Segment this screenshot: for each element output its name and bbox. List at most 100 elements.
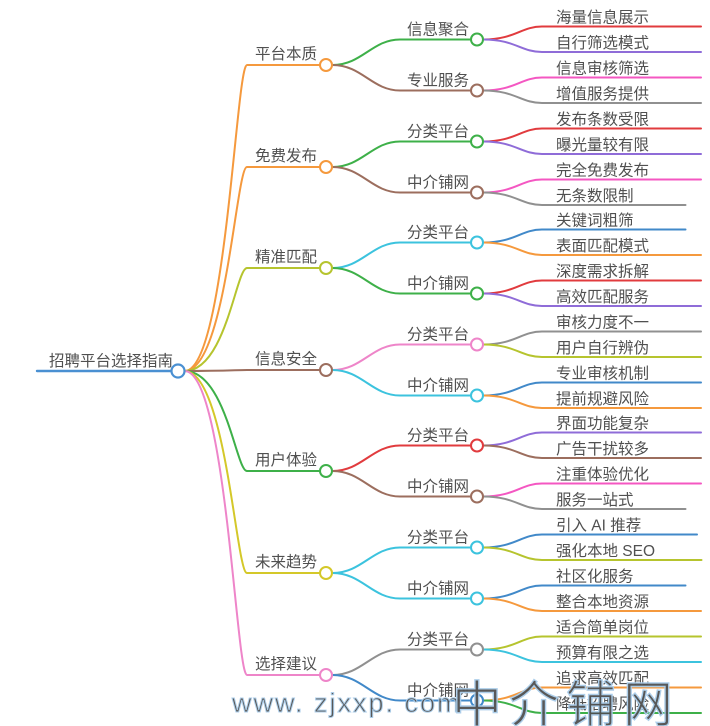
leaf-node-label[interactable]: 高效匹配服务: [556, 288, 649, 306]
leaf-node-label[interactable]: 增值服务提供: [556, 85, 649, 103]
branch-node-label[interactable]: 平台本质: [255, 45, 317, 63]
subbranch-node-circle[interactable]: [470, 388, 484, 403]
subbranch-node-circle[interactable]: [470, 83, 484, 98]
leaf-node-label[interactable]: 表面匹配模式: [556, 237, 649, 255]
branch-node-circle[interactable]: [319, 566, 333, 580]
branch-node-label[interactable]: 免费发布: [255, 147, 317, 165]
leaf-node-label[interactable]: 发布条数受限: [556, 111, 649, 129]
subbranch-node-label[interactable]: 中介铺网: [407, 377, 469, 395]
subbranch-node-label[interactable]: 分类平台: [407, 427, 469, 445]
subbranch-edge: [331, 38, 472, 66]
leaf-edge: [482, 343, 702, 358]
subbranch-node-label[interactable]: 分类平台: [407, 631, 469, 649]
branch-node-circle[interactable]: [319, 58, 333, 72]
subbranch-node-circle[interactable]: [470, 134, 484, 149]
subbranch-node-circle[interactable]: [470, 489, 484, 504]
subbranch-node-label[interactable]: 信息聚合: [407, 21, 470, 39]
subbranch-node-circle[interactable]: [470, 32, 484, 47]
leaf-edge: [482, 292, 702, 307]
leaf-edge: [482, 444, 702, 459]
subbranch-node-circle[interactable]: [470, 642, 484, 657]
leaf-edge: [482, 394, 702, 409]
leaf-node-label[interactable]: 适合简单岗位: [556, 619, 649, 637]
leaf-node-label[interactable]: 无条数限制: [556, 187, 634, 205]
leaf-node-label[interactable]: 完全免费发布: [556, 162, 649, 180]
branch-node-circle[interactable]: [319, 363, 333, 377]
leaf-node-label[interactable]: 提前规避风险: [556, 390, 650, 408]
subbranch-node-label[interactable]: 中介铺网: [407, 682, 469, 700]
leaf-node-label[interactable]: 用户自行辨伪: [556, 339, 649, 357]
branch-node-label[interactable]: 选择建议: [255, 655, 318, 673]
branch-edge: [183, 166, 321, 372]
leaf-edge: [482, 89, 702, 104]
leaf-node-label[interactable]: 注重体验优化: [556, 466, 649, 484]
subbranch-node-circle[interactable]: [470, 185, 484, 200]
branch-node-circle[interactable]: [319, 261, 333, 275]
leaf-edge: [482, 648, 702, 663]
leaf-node-label[interactable]: 界面功能复杂: [556, 415, 649, 433]
root-node-circle[interactable]: [170, 363, 186, 379]
subbranch-node-label[interactable]: 分类平台: [407, 123, 469, 141]
leaf-node-label[interactable]: 审核力度不一: [556, 314, 649, 332]
circles-layer: [170, 32, 484, 708]
subbranch-node-label[interactable]: 中介铺网: [407, 174, 469, 192]
subbranch-node-circle[interactable]: [470, 337, 484, 352]
branch-node-label[interactable]: 精准匹配: [255, 248, 317, 266]
subbranch-node-circle[interactable]: [470, 693, 484, 708]
subbranch-node-label[interactable]: 分类平台: [407, 224, 469, 242]
leaf-edge: [482, 241, 702, 256]
leaf-node-label[interactable]: 预算有限之选: [556, 643, 649, 662]
branch-edge: [183, 267, 321, 372]
subbranch-node-label[interactable]: 专业服务: [407, 72, 469, 90]
leaf-node-label[interactable]: 自行筛选模式: [556, 34, 649, 52]
leaf-node-label[interactable]: 社区化服务: [556, 568, 634, 586]
edges-layer: [35, 25, 703, 714]
subbranch-node-label[interactable]: 分类平台: [407, 529, 469, 547]
subbranch-edge: [331, 267, 472, 295]
subbranch-edge: [331, 166, 472, 194]
leaf-node-label[interactable]: 整合本地资源: [556, 593, 649, 611]
subbranch-node-circle[interactable]: [470, 438, 484, 453]
watermark-url-text: www. zjxxp. com: [231, 688, 462, 718]
branch-node-circle[interactable]: [319, 160, 333, 174]
leaf-node-label[interactable]: 广告干扰较多: [556, 440, 649, 458]
leaf-node-label[interactable]: 曝光量较有限: [556, 136, 649, 154]
root-node-label[interactable]: 招聘平台选择指南: [49, 352, 173, 370]
leaf-node-label[interactable]: 降低招聘风险: [556, 695, 650, 713]
watermark-brand-text: 中介铺网: [452, 677, 680, 726]
leaf-node-label[interactable]: 追求高效匹配: [556, 670, 649, 688]
subbranch-edge: [331, 674, 472, 702]
leaf-node-label[interactable]: 深度需求拆解: [556, 263, 649, 281]
subbranch-edge: [331, 470, 472, 498]
leaf-node-label[interactable]: 专业审核机制: [556, 365, 649, 383]
subbranch-node-label[interactable]: 中介铺网: [407, 275, 469, 293]
subbranch-node-circle[interactable]: [470, 591, 484, 606]
subbranch-node-label[interactable]: 中介铺网: [407, 478, 469, 496]
leaf-node-label[interactable]: 服务一站式: [556, 491, 634, 509]
leaf-edge: [482, 546, 703, 561]
subbranch-node-circle[interactable]: [470, 286, 484, 301]
branch-node-label[interactable]: 用户体验: [255, 451, 318, 469]
leaf-edge: [482, 140, 702, 155]
branch-node-label[interactable]: 未来趋势: [255, 553, 317, 571]
branch-node-label[interactable]: 信息安全: [255, 350, 318, 368]
subbranch-node-label[interactable]: 分类平台: [407, 326, 469, 344]
branch-node-circle[interactable]: [319, 464, 333, 478]
leaf-edge: [482, 191, 687, 206]
leaf-node-label[interactable]: 引入 AI 推荐: [556, 517, 641, 535]
leaf-node-label[interactable]: 关键词粗筛: [556, 212, 634, 230]
subbranch-edge: [331, 546, 472, 574]
branch-edge: [183, 369, 321, 372]
leaf-edge: [482, 495, 687, 510]
subbranch-node-circle[interactable]: [470, 540, 484, 555]
subbranch-node-label[interactable]: 中介铺网: [407, 580, 469, 598]
branch-node-circle[interactable]: [319, 668, 333, 682]
leaf-node-label[interactable]: 海量信息展示: [556, 9, 649, 27]
branch-edge: [183, 370, 321, 472]
subbranch-node-circle[interactable]: [470, 235, 484, 250]
leaf-node-label[interactable]: 信息审核筛选: [556, 60, 649, 78]
leaf-node-label[interactable]: 强化本地 SEO: [556, 542, 655, 560]
subbranch-edge: [331, 369, 472, 397]
